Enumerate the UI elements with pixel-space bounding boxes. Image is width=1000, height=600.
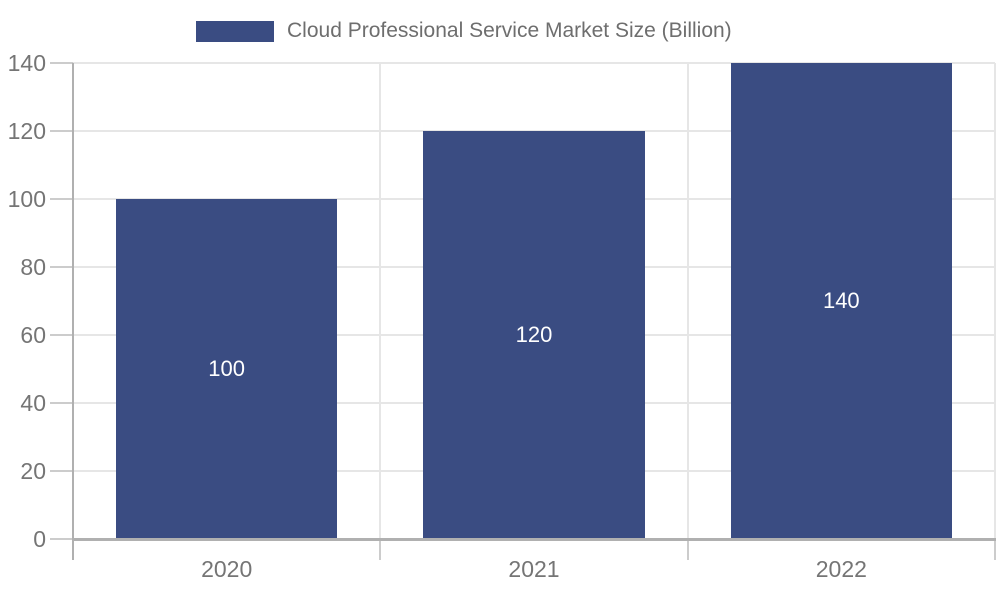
y-axis-tick bbox=[50, 266, 73, 268]
y-tick-label: 120 bbox=[7, 118, 46, 144]
legend-label: Cloud Professional Service Market Size (… bbox=[287, 19, 732, 42]
gridline-horizontal bbox=[73, 62, 995, 64]
y-tick-label: 140 bbox=[7, 50, 46, 76]
bar bbox=[116, 199, 338, 539]
x-axis-line bbox=[72, 538, 996, 541]
y-axis-tick bbox=[50, 130, 73, 132]
bar bbox=[730, 63, 952, 539]
x-axis-tick bbox=[379, 539, 382, 560]
y-tick-label: 80 bbox=[20, 254, 46, 280]
y-tick-label: 100 bbox=[7, 186, 46, 212]
y-axis-tick bbox=[50, 402, 73, 404]
gridline-vertical bbox=[994, 63, 996, 539]
x-axis-tick bbox=[686, 539, 689, 560]
y-axis-tick bbox=[50, 538, 73, 540]
y-axis-tick bbox=[50, 198, 73, 200]
gridline-vertical bbox=[686, 63, 689, 539]
y-tick-label: 0 bbox=[33, 526, 46, 552]
y-tick-label: 60 bbox=[20, 322, 46, 348]
bar-value-label: 120 bbox=[515, 322, 553, 347]
gridline-vertical bbox=[379, 63, 382, 539]
bar-value-label: 140 bbox=[822, 288, 860, 313]
x-tick-label: 2020 bbox=[201, 556, 253, 582]
x-tick-label: 2021 bbox=[508, 556, 560, 582]
y-axis-tick bbox=[50, 62, 73, 64]
bar-value-label: 100 bbox=[208, 356, 245, 381]
y-tick-label: 20 bbox=[20, 458, 46, 484]
x-tick-label: 2022 bbox=[815, 556, 867, 582]
y-axis-tick bbox=[50, 334, 73, 336]
bar bbox=[423, 131, 645, 539]
x-axis-tick bbox=[994, 539, 996, 560]
y-axis-line bbox=[72, 63, 74, 560]
legend-swatch bbox=[196, 20, 274, 42]
legend: Cloud Professional Service Market Size (… bbox=[196, 18, 732, 44]
y-axis-tick bbox=[50, 470, 73, 472]
y-tick-label: 40 bbox=[20, 390, 46, 416]
